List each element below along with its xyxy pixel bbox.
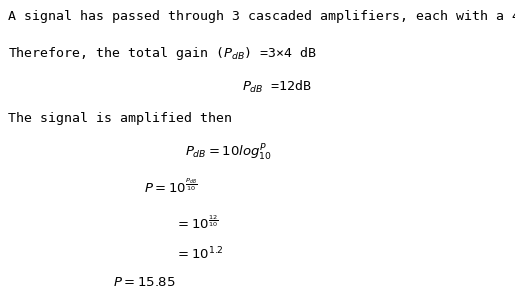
Text: $=10^{\frac{12}{10}}$: $=10^{\frac{12}{10}}$ — [175, 215, 218, 232]
Text: A signal has passed through 3 cascaded amplifiers, each with a 4 dB gain.: A signal has passed through 3 cascaded a… — [8, 10, 515, 23]
Text: $P_{dB}$ =12dB: $P_{dB}$ =12dB — [242, 79, 312, 95]
Text: $P=10^{\frac{P_{dB}}{10}}$: $P=10^{\frac{P_{dB}}{10}}$ — [144, 178, 198, 197]
Text: Therefore, the total gain ($P_{dB}$) =3×4 dB: Therefore, the total gain ($P_{dB}$) =3×… — [8, 45, 317, 62]
Text: $P_{dB}=10log_{10}^{P}$: $P_{dB}=10log_{10}^{P}$ — [185, 143, 272, 163]
Text: The signal is amplified then: The signal is amplified then — [8, 112, 232, 126]
Text: $P=15.85$: $P=15.85$ — [113, 276, 176, 289]
Text: $=10^{1.2}$: $=10^{1.2}$ — [175, 245, 224, 262]
